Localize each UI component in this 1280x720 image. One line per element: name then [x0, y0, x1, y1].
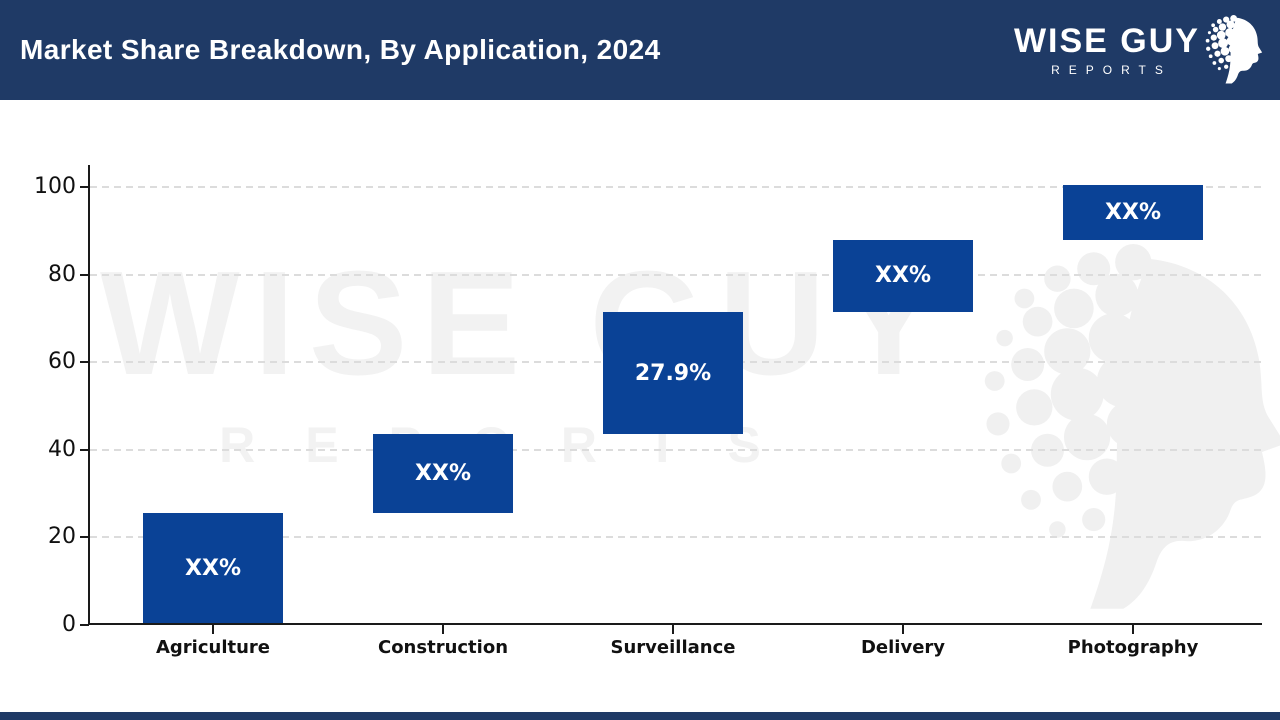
footer-bar: [0, 712, 1280, 720]
x-axis-label-photography: Photography: [1067, 637, 1199, 658]
y-tick-0: [80, 624, 89, 626]
y-tick-40: [80, 448, 89, 451]
x-axis-label-construction: Construction: [377, 637, 509, 658]
bar-delivery: XX%: [833, 239, 973, 312]
x-tick-photography: [1132, 625, 1134, 634]
y-tick-20: [80, 536, 89, 539]
chart-plot-area: 0 20 40 60 80 100 XX% Agriculture XX% Constructio…: [34, 165, 1262, 658]
brand-name: WISE GUY: [1013, 21, 1200, 60]
bar-value-label: 27.9%: [634, 360, 712, 386]
y-tick-100: [80, 185, 89, 188]
y-tick-label-20: 20: [48, 524, 76, 550]
y-tick-label-40: 40: [48, 436, 76, 462]
header-bar: Market Share Breakdown, By Application, …: [0, 0, 1280, 100]
y-tick-label-60: 60: [48, 349, 76, 375]
bar-value-label: XX%: [185, 555, 241, 581]
brand-subtitle: REPORTS: [1051, 62, 1172, 77]
gridline-100: [90, 185, 1262, 188]
bar-value-label: XX%: [1105, 199, 1161, 225]
bar-photography: XX%: [1063, 184, 1203, 240]
y-tick-80: [80, 273, 89, 276]
x-axis-label-delivery: Delivery: [860, 637, 946, 658]
gridline-80: [90, 273, 1262, 276]
gridline-40: [90, 448, 1262, 451]
brand-logo: WISE GUY REPORTS: [1014, 10, 1264, 90]
x-tick-construction: [442, 625, 444, 634]
x-tick-surveillance: [672, 625, 674, 634]
bar-surveillance: 27.9%: [603, 311, 743, 435]
x-axis-label-agriculture: Agriculture: [155, 637, 271, 658]
brand-head-icon: [1205, 14, 1263, 84]
y-tick-60: [80, 361, 89, 364]
bar-construction: XX%: [373, 434, 513, 514]
y-tick-label-100: 100: [34, 173, 76, 199]
x-axis-label-surveillance: Surveillance: [610, 637, 736, 658]
y-tick-label-80: 80: [48, 261, 76, 287]
y-tick-label-0: 0: [62, 612, 76, 637]
bar-value-label: XX%: [415, 461, 471, 487]
bar-value-label: XX%: [875, 263, 931, 289]
x-tick-delivery: [902, 625, 904, 634]
x-tick-agriculture: [212, 625, 214, 634]
bar-agriculture: XX%: [143, 513, 283, 623]
gridline-20: [90, 536, 1262, 539]
page-title: Market Share Breakdown, By Application, …: [20, 34, 661, 65]
brand-logo-text: WISE GUY REPORTS: [1014, 24, 1200, 77]
